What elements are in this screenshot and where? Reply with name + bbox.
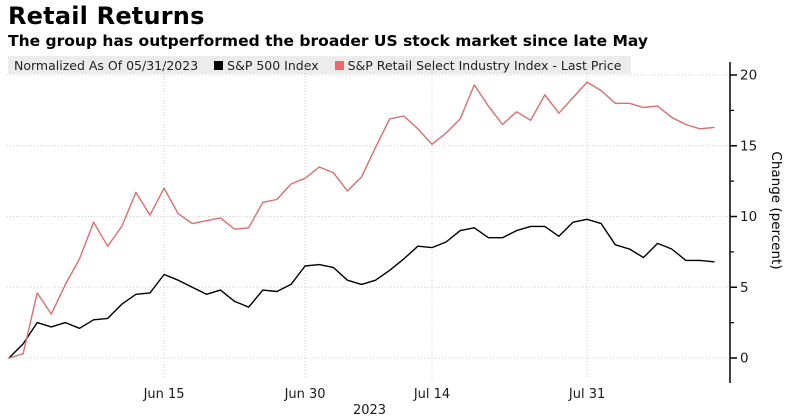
line-chart: Jun 15 Jun 30 Jul 14 Jul 31 2023 0 5 10 15 20 Chan…: [7, 62, 784, 418]
legend-item-sp500[interactable]: S&P 500 Index: [214, 57, 319, 73]
legend-sp500-label: S&P 500 Index: [227, 57, 319, 73]
chart-legend: Normalized As Of 05/31/2023 S&P 500 Inde…: [8, 56, 632, 74]
y-tick-label: 20: [740, 68, 757, 84]
x-tick-label: Jun 30: [284, 387, 326, 402]
page-title: Retail Returns: [8, 2, 205, 30]
sp500-swatch-icon: [214, 60, 224, 70]
y-tick-label: 15: [740, 138, 757, 154]
series-line-sp500: [8, 218, 715, 359]
x-tick-label: Jul 31: [568, 387, 605, 402]
legend-normalized-note: Normalized As Of 05/31/2023: [14, 57, 199, 73]
x-tick-label: Jul 14: [413, 387, 450, 402]
x-tick-label: Jun 15: [143, 387, 185, 402]
y-tick-label: 5: [740, 280, 749, 296]
legend-retail-label: S&P Retail Select Industry Index - Last …: [347, 57, 622, 73]
page-subtitle: The group has outperformed the broader U…: [8, 32, 648, 50]
y-axis-title: Change (percent): [768, 151, 784, 269]
series-line-retail-index: [8, 81, 715, 359]
retail-index-swatch-icon: [334, 60, 344, 70]
x-axis-year-label: 2023: [353, 403, 386, 418]
legend-item-retail-index[interactable]: S&P Retail Select Industry Index - Last …: [334, 57, 622, 73]
y-tick-label: 10: [740, 209, 757, 225]
y-tick-label: 0: [740, 351, 749, 367]
